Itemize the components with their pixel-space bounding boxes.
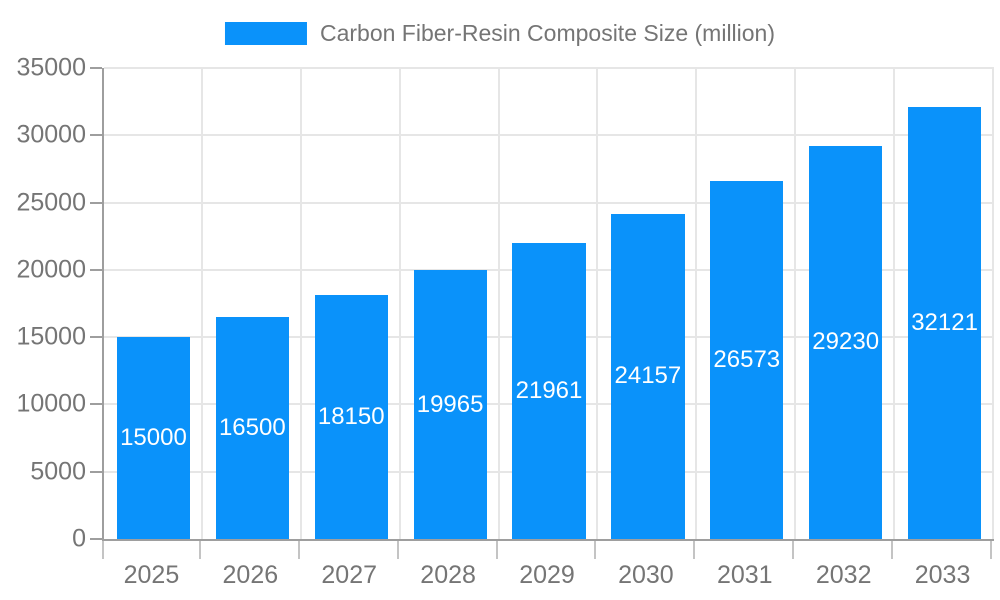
y-axis-tick [90, 201, 102, 204]
bars-row: 15000 16500 18150 19965 21961 24157 26573 29230… [104, 68, 994, 539]
legend-swatch-icon [224, 21, 307, 45]
bar-value-label: 24157 [614, 362, 682, 390]
x-axis-tick [990, 541, 992, 559]
x-axis-label-2026: 2026 [222, 561, 279, 589]
x-axis-labels: 2025 2026 2027 2028 2029 2030 2031 2032 2033 [102, 559, 992, 593]
gridline-vertical [596, 68, 599, 539]
bar-cell-2029: 21961 [500, 68, 599, 539]
bar-cell-2027: 18150 [302, 68, 401, 539]
y-axis-ticks [90, 67, 102, 540]
x-axis-tick [396, 541, 399, 559]
bar-value-label: 15000 [120, 424, 187, 452]
bar-2027[interactable]: 18150 [314, 294, 388, 539]
bar-2032[interactable]: 29230 [809, 145, 883, 539]
bar-2026[interactable]: 16500 [215, 316, 289, 539]
bar-value-label: 19965 [416, 390, 484, 418]
x-axis-tick [198, 541, 201, 559]
gridline-vertical [695, 68, 698, 539]
bar-value-label: 32121 [911, 308, 978, 336]
gridline-vertical [794, 68, 797, 539]
y-axis-tick-label: 30000 [16, 120, 86, 149]
gridline-vertical [893, 68, 896, 539]
gridline-horizontal [104, 67, 994, 69]
bar-cell-2032: 29230 [796, 68, 895, 539]
y-axis-tick [90, 336, 102, 339]
bar-2028[interactable]: 19965 [413, 270, 487, 539]
x-axis-label-2027: 2027 [321, 561, 378, 589]
y-axis-tick [90, 268, 102, 271]
bar-cell-2025: 15000 [104, 68, 203, 539]
bar-2025[interactable]: 15000 [116, 337, 191, 539]
x-axis-label-2032: 2032 [815, 561, 872, 589]
y-axis-tick [90, 67, 102, 69]
bar-value-label: 16500 [218, 413, 286, 441]
bar-value-label: 18150 [317, 402, 385, 430]
legend[interactable]: Carbon Fiber-Resin Composite Size (milli… [224, 19, 776, 47]
y-axis-tick-label: 20000 [16, 255, 86, 284]
x-axis-tick [594, 541, 597, 559]
x-axis-label-2030: 2030 [618, 561, 674, 589]
y-axis-tick-label: 25000 [16, 188, 86, 217]
x-axis-label-2031: 2031 [716, 561, 773, 589]
plot-area: 15000 16500 18150 19965 21961 24157 26573 29230… [102, 67, 994, 541]
bar-cell-2028: 19965 [401, 68, 500, 539]
x-axis-tick [297, 541, 300, 559]
bar-2033[interactable]: 32121 [907, 106, 982, 539]
gridline-horizontal [104, 134, 994, 137]
bar-cell-2031: 26573 [697, 68, 796, 539]
bar-value-label: 29230 [812, 328, 880, 356]
bar-2031[interactable]: 26573 [710, 181, 784, 539]
y-axis-tick [90, 470, 102, 473]
y-axis-labels: 0 5000 10000 15000 20000 25000 30000 35000 [0, 54, 86, 553]
y-axis-tick [90, 403, 102, 406]
x-axis-tick [792, 541, 795, 559]
x-axis-label-2033: 2033 [914, 561, 971, 589]
gridline-horizontal [104, 201, 994, 204]
gridline-vertical [992, 68, 994, 539]
x-axis-tick [102, 541, 104, 559]
legend-label: Carbon Fiber-Resin Composite Size (milli… [319, 20, 776, 46]
bar-value-label: 26573 [713, 346, 781, 374]
y-axis-tick-label: 5000 [30, 457, 86, 486]
y-axis-tick [90, 538, 102, 540]
x-axis-label-2028: 2028 [420, 561, 476, 589]
gridline-vertical [299, 68, 302, 539]
bar-cell-2033: 32121 [895, 68, 994, 539]
gridline-vertical [398, 68, 401, 539]
x-axis-tick [495, 541, 498, 559]
bar-cell-2026: 16500 [203, 68, 302, 539]
bar-2030[interactable]: 24157 [611, 213, 685, 539]
x-axis-tick [693, 541, 696, 559]
gridline-vertical [200, 68, 203, 539]
bar-2029[interactable]: 21961 [512, 243, 586, 539]
y-axis-tick-label: 15000 [16, 322, 86, 351]
bar-value-label: 21961 [515, 377, 583, 405]
y-axis-tick-label: 10000 [16, 389, 86, 418]
y-axis-tick [90, 134, 102, 137]
y-axis-tick-label: 0 [72, 524, 86, 553]
gridline-vertical [497, 68, 500, 539]
x-axis-label-2029: 2029 [519, 561, 575, 589]
x-axis-tick [891, 541, 894, 559]
bar-cell-2030: 24157 [598, 68, 697, 539]
x-axis-label-2025: 2025 [123, 561, 180, 589]
y-axis-tick-label: 35000 [16, 53, 86, 82]
x-axis-ticks [102, 541, 992, 559]
